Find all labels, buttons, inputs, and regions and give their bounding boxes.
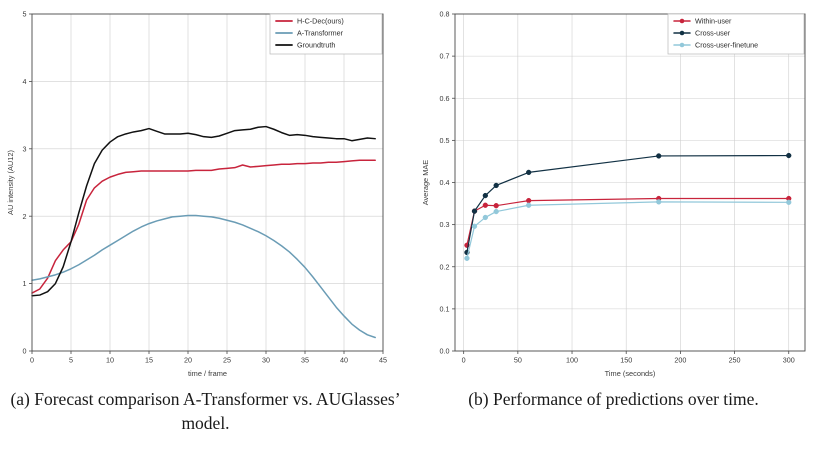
data-point [656, 153, 662, 159]
y-tick-label: 0.8 [440, 10, 450, 19]
data-point [493, 208, 499, 215]
x-axis-label: time / frame [188, 369, 227, 378]
data-point [786, 152, 792, 159]
x-tick-label: 200 [674, 356, 686, 365]
data-point [786, 199, 792, 205]
x-tick-label: 300 [783, 356, 795, 365]
x-tick-label: 250 [729, 356, 741, 365]
caption-row: (a) Forecast comparison A-Transformer vs… [0, 388, 819, 458]
x-tick-label: 0 [462, 356, 466, 365]
y-tick-label: 0.6 [440, 94, 450, 103]
x-tick-label: 45 [379, 356, 387, 365]
x-tick-label: 40 [340, 356, 348, 365]
series-line-within-user [466, 197, 790, 246]
x-tick-label: 25 [223, 356, 231, 365]
data-point [526, 202, 532, 208]
legend-marker [679, 42, 685, 48]
y-tick-label: 1 [23, 279, 27, 288]
legend-label: Cross-user [695, 29, 731, 38]
x-tick-label: 100 [566, 356, 578, 365]
data-point [526, 169, 532, 176]
y-tick-label: 0.5 [440, 136, 450, 145]
data-point [482, 192, 488, 199]
caption-panel-a: (a) Forecast comparison A-Transformer vs… [10, 389, 401, 433]
x-tick-label: 150 [620, 356, 632, 365]
legend-label: A-Transformer [297, 29, 344, 38]
x-tick-label: 50 [514, 356, 522, 365]
y-tick-label: 0.2 [440, 262, 450, 271]
legend-marker [679, 30, 685, 36]
series-line-a-transformer [31, 214, 376, 339]
y-tick-label: 4 [23, 77, 27, 86]
x-axis-label: Time (seconds) [605, 369, 656, 378]
y-axis-label: Average MAE [421, 160, 430, 206]
y-axis-label: AU intensity (AU12) [6, 150, 15, 215]
legend-label: Groundtruth [297, 41, 335, 50]
x-tick-label: 10 [106, 356, 114, 365]
y-tick-label: 0.0 [440, 347, 450, 356]
chart-panel-b: 0 50 100 150 200 250 300 0.0 0.1 0.2 0.3 0.4 0.5 0.6 0… [410, 0, 819, 390]
x-tick-label: 30 [262, 356, 270, 365]
legend-label: Cross-user-finetune [695, 41, 758, 50]
y-tick-label: 5 [23, 10, 27, 19]
y-tick-label: 3 [23, 144, 27, 153]
data-point [482, 214, 488, 221]
y-tick-label: 0.3 [440, 220, 450, 229]
chart-panel-a: 0 5 10 15 20 25 30 35 40 45 0 1 2 3 4 5 time / frame AU i… [0, 0, 409, 390]
series-line-h-c-dec-ours- [31, 159, 376, 294]
x-tick-label: 0 [30, 356, 34, 365]
x-tick-label: 5 [69, 356, 73, 365]
legend-label: Within-user [695, 17, 732, 26]
y-tick-label: 0.7 [440, 52, 450, 61]
y-tick-label: 0 [23, 347, 27, 356]
x-tick-label: 15 [145, 356, 153, 365]
data-point [464, 255, 470, 261]
legend-marker [679, 18, 685, 24]
y-tick-label: 2 [23, 212, 27, 221]
caption-panel-b: (b) Performance of predictions over time… [468, 389, 759, 409]
series-line-cross-user-finetune [466, 201, 790, 259]
axes-frame [31, 13, 384, 352]
data-point [493, 203, 499, 209]
data-point [493, 182, 499, 189]
data-point [471, 208, 478, 214]
series-line-groundtruth [31, 125, 376, 297]
data-point [526, 197, 532, 204]
series-line-cross-user [466, 154, 790, 254]
performance-over-time-chart: 0 50 100 150 200 250 300 0.0 0.1 0.2 0.3 0.4 0.5 0.6 0… [421, 10, 806, 378]
legend-label: H-C-Dec(ours) [297, 17, 344, 26]
y-tick-label: 0.4 [440, 178, 450, 187]
y-tick-label: 0.1 [440, 304, 450, 313]
x-tick-label: 20 [184, 356, 192, 365]
data-point [471, 223, 478, 229]
data-point [656, 199, 662, 205]
x-tick-label: 35 [301, 356, 309, 365]
data-point [482, 202, 488, 208]
